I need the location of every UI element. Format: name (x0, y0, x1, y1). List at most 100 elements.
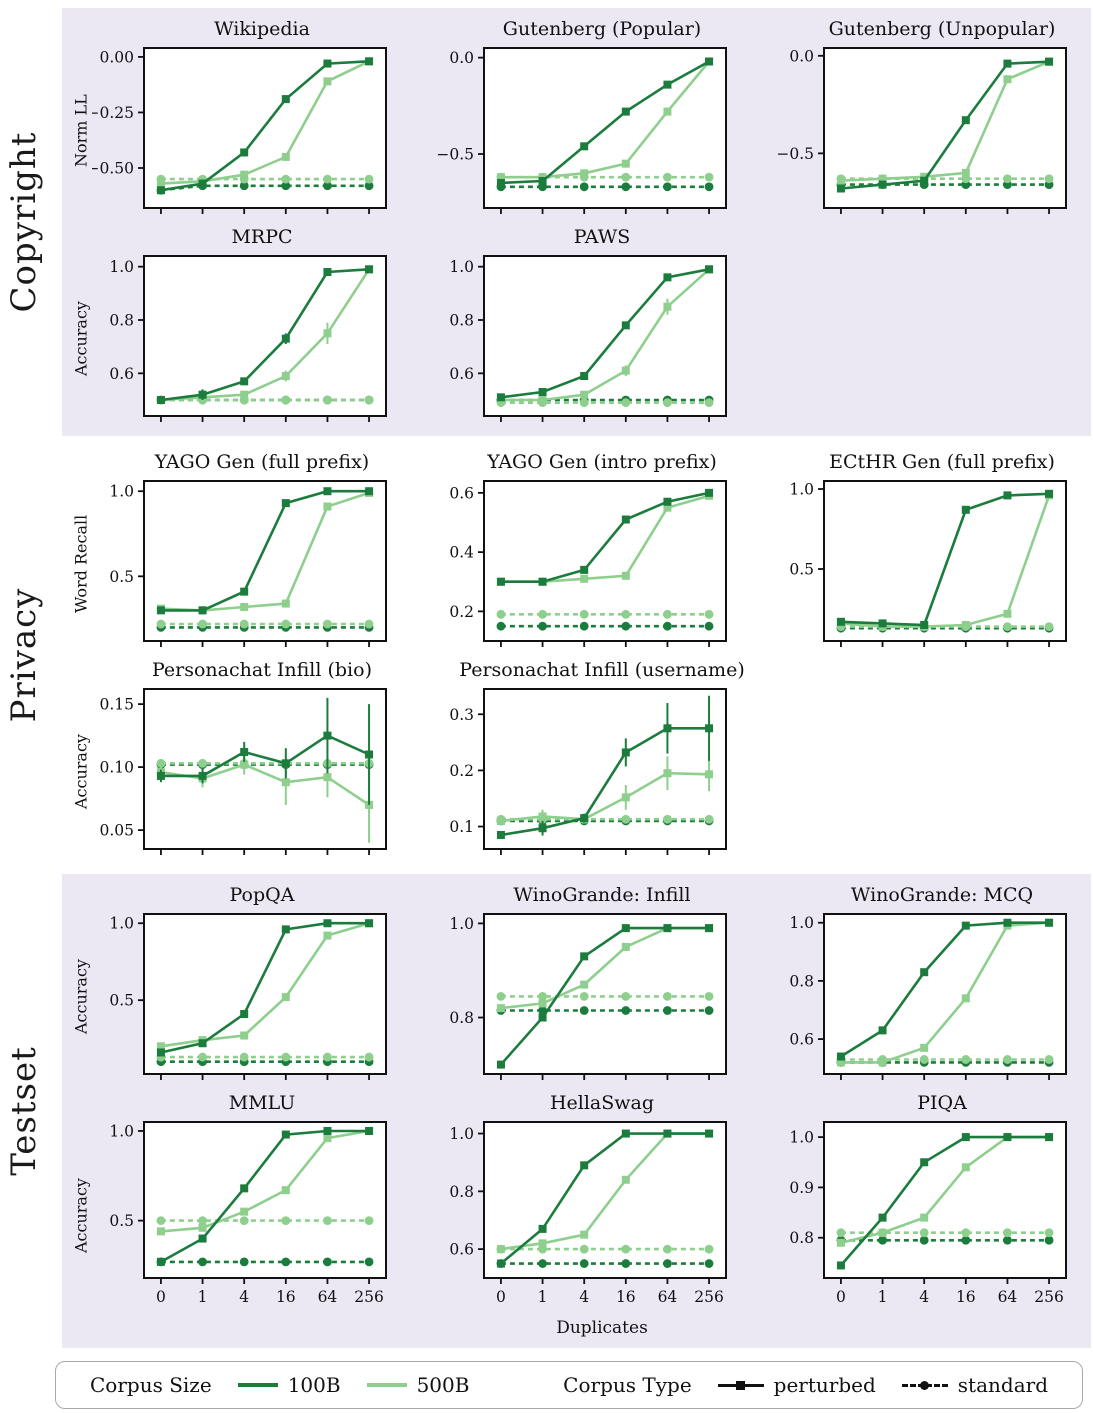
svg-text:0.1: 0.1 (449, 818, 474, 836)
chart-plot-gutenberg-unpopular: 0.0 −0.5 (772, 40, 1074, 222)
svg-text:0.6: 0.6 (789, 1031, 814, 1049)
y-axis-label (410, 906, 432, 1088)
chart-title: PIQA (917, 1092, 967, 1114)
group-label-privacy: Privacy (4, 587, 44, 723)
svg-text:0: 0 (156, 1288, 166, 1306)
chart-title: Personachat Infill (bio) (151, 659, 372, 681)
svg-text:1.0: 1.0 (109, 483, 134, 501)
y-axis-label (750, 40, 772, 222)
row-testset-2: MMLU Accuracy 1.0 0.5 0 1 4 16 64 256 HellaSwag … (64, 1088, 1089, 1342)
svg-text:0.00: 0.00 (99, 48, 134, 66)
svg-text:1.0: 1.0 (789, 1129, 814, 1147)
chart-title: WinoGrande: Infill (513, 884, 691, 906)
svg-text:16: 16 (956, 1288, 976, 1306)
chart-title: PAWS (573, 226, 631, 248)
chart-plot-piqa: 1.0 0.9 0.8 0 1 4 16 64 256 (772, 1114, 1074, 1318)
chart-plot-mmlu: 1.0 0.5 0 1 4 16 64 256 (92, 1114, 394, 1318)
legend-item-perturbed: perturbed (717, 1373, 876, 1397)
svg-text:1.0: 1.0 (109, 258, 134, 276)
chart-title: Gutenberg (Popular) (502, 18, 702, 40)
svg-text:0.8: 0.8 (449, 312, 474, 330)
legend-corpus-type-group: Corpus Type perturbed standard (563, 1373, 1048, 1397)
chart-title: ECtHR Gen (full prefix) (829, 451, 1055, 473)
chart-svg: 0.6 0.4 0.2 (449, 480, 727, 647)
svg-text:0.8: 0.8 (789, 972, 814, 990)
chart-plot-hellaswag: 1.0 0.8 0.6 0 1 4 16 64 256 (432, 1114, 734, 1318)
chart-title: MRPC (231, 226, 293, 248)
svg-text:0.8: 0.8 (449, 1009, 474, 1027)
chart-cell-yago-intro: YAGO Gen (intro prefix) 0.6 0.4 0.2 (404, 447, 744, 655)
line-sample-100b-icon (237, 1383, 278, 1387)
line-sample-500b-icon (366, 1383, 407, 1387)
legend-label-perturbed: perturbed (773, 1373, 876, 1397)
chart-title: YAGO Gen (intro prefix) (487, 451, 717, 473)
y-axis-label (750, 473, 772, 655)
svg-text:0: 0 (836, 1288, 846, 1306)
chart-cell-hellaswag: HellaSwag 1.0 0.8 0.6 0 1 4 16 64 256 Duplicates (404, 1088, 744, 1342)
svg-text:−0.5: −0.5 (436, 146, 474, 164)
svg-text:1.0: 1.0 (449, 1125, 474, 1143)
chart-plot-winogrande-infill: 1.0 0.8 (432, 906, 734, 1088)
svg-text:0.6: 0.6 (449, 484, 474, 502)
chart-plot-gutenberg-popular: 0.0 −0.5 (432, 40, 734, 222)
svg-text:4: 4 (239, 1288, 249, 1306)
y-axis-label (410, 248, 432, 430)
chart-plot-personachat-username: 0.3 0.2 0.1 (432, 681, 734, 863)
chart-cell-popqa: PopQA Accuracy 1.0 0.5 (64, 880, 404, 1088)
svg-text:256: 256 (1034, 1288, 1064, 1306)
svg-text:1.0: 1.0 (789, 914, 814, 932)
svg-text:0.10: 0.10 (99, 759, 134, 777)
svg-text:0.2: 0.2 (449, 603, 474, 621)
y-axis-label: Accuracy (71, 301, 91, 377)
legend-item-standard: standard (901, 1373, 1048, 1397)
svg-text:0.8: 0.8 (449, 1183, 474, 1201)
svg-text:0.8: 0.8 (789, 1229, 814, 1247)
y-axis-label: Word Recall (71, 514, 91, 614)
y-axis-label (410, 40, 432, 222)
chart-plot-winogrande-mcq: 1.0 0.8 0.6 (772, 906, 1074, 1088)
svg-text:256: 256 (354, 1288, 384, 1306)
svg-text:64: 64 (318, 1288, 338, 1306)
chart-title: YAGO Gen (full prefix) (154, 451, 370, 473)
svg-text:1: 1 (198, 1288, 208, 1306)
svg-text:1.0: 1.0 (789, 481, 814, 499)
chart-svg: 1.0 0.5 (109, 480, 387, 647)
legend-item-500b: 500B (366, 1373, 469, 1397)
svg-text:256: 256 (694, 1288, 724, 1306)
svg-text:64: 64 (998, 1288, 1018, 1306)
chart-svg: 0.00 −0.25 −0.50 (87, 47, 387, 214)
y-axis-label (410, 1114, 432, 1318)
chart-cell-piqa: PIQA 1.0 0.9 0.8 0 1 4 16 64 256 (744, 1088, 1084, 1342)
group-copyright: Copyright Wikipedia Norm LL 0.00 −0.25 −0.5… (4, 8, 1091, 436)
chart-svg: 0.0 −0.5 (436, 47, 727, 214)
svg-text:1: 1 (538, 1288, 548, 1306)
chart-plot-ecthr: 1.0 0.5 (772, 473, 1074, 655)
svg-text:0.5: 0.5 (109, 992, 134, 1010)
y-axis-label: Norm LL (71, 94, 91, 168)
chart-plot-popqa: 1.0 0.5 (92, 906, 394, 1088)
legend-corpus-size-group: Corpus Size 100B 500B (90, 1373, 469, 1397)
group-label-testset: Testset (4, 1046, 44, 1176)
y-axis-label (410, 681, 432, 863)
chart-plot-wikipedia: 0.00 −0.25 −0.50 (87, 40, 394, 222)
chart-cell-wikipedia: Wikipedia Norm LL 0.00 −0.25 −0.50 (64, 14, 404, 222)
svg-text:16: 16 (276, 1288, 296, 1306)
y-axis-label: Accuracy (71, 1178, 91, 1254)
svg-text:0.0: 0.0 (449, 49, 474, 67)
chart-plot-mrpc: 1.0 0.8 0.6 (92, 248, 394, 430)
svg-text:−0.5: −0.5 (776, 145, 814, 163)
svg-text:1.0: 1.0 (109, 1122, 134, 1140)
legend: Corpus Size 100B 500B Corpus Type pertur… (55, 1361, 1083, 1409)
y-axis-label: Accuracy (71, 959, 91, 1035)
row-copyright-1: Wikipedia Norm LL 0.00 −0.25 −0.50 Gutenber… (64, 14, 1089, 222)
svg-text:1.0: 1.0 (449, 915, 474, 933)
legend-corpus-size-title: Corpus Size (90, 1373, 212, 1397)
chart-svg: 1.0 0.8 0.6 0 1 4 16 64 256 (449, 1121, 727, 1306)
chart-title: WinoGrande: MCQ (850, 884, 1034, 906)
row-copyright-2: MRPC Accuracy 1.0 0.8 0.6 PAWS 1.0 0.8 0.6 (64, 222, 1089, 430)
svg-text:−0.50: −0.50 (92, 160, 134, 178)
legend-label-100b: 100B (287, 1373, 341, 1397)
chart-cell-paws: PAWS 1.0 0.8 0.6 (404, 222, 744, 430)
chart-cell-gutenberg-popular: Gutenberg (Popular) 0.0 −0.5 (404, 14, 744, 222)
